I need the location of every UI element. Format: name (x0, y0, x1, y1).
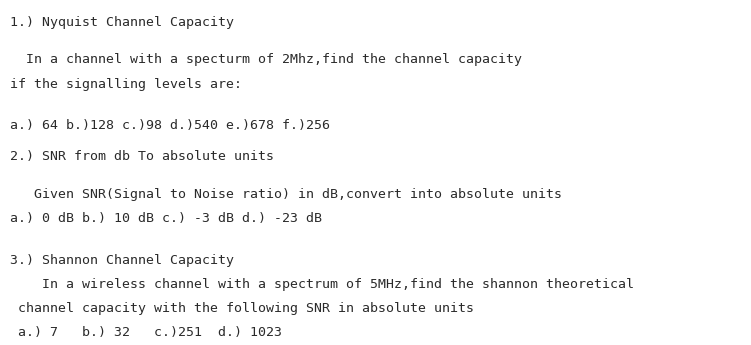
Text: if the signalling levels are:: if the signalling levels are: (10, 78, 242, 91)
Text: channel capacity with the following SNR in absolute units: channel capacity with the following SNR … (10, 302, 474, 315)
Text: In a wireless channel with a spectrum of 5MHz,find the shannon theoretical: In a wireless channel with a spectrum of… (10, 278, 634, 291)
Text: In a channel with a specturm of 2Mhz,find the channel capacity: In a channel with a specturm of 2Mhz,fin… (10, 53, 522, 67)
Text: a.) 7   b.) 32   c.)251  d.) 1023: a.) 7 b.) 32 c.)251 d.) 1023 (10, 326, 282, 339)
Text: a.) 0 dB b.) 10 dB c.) -3 dB d.) -23 dB: a.) 0 dB b.) 10 dB c.) -3 dB d.) -23 dB (10, 212, 321, 225)
Text: 1.) Nyquist Channel Capacity: 1.) Nyquist Channel Capacity (10, 16, 234, 29)
Text: 2.) SNR from db To absolute units: 2.) SNR from db To absolute units (10, 150, 274, 163)
Text: a.) 64 b.)128 c.)98 d.)540 e.)678 f.)256: a.) 64 b.)128 c.)98 d.)540 e.)678 f.)256 (10, 119, 330, 132)
Text: 3.) Shannon Channel Capacity: 3.) Shannon Channel Capacity (10, 254, 234, 267)
Text: Given SNR(Signal to Noise ratio) in dB,convert into absolute units: Given SNR(Signal to Noise ratio) in dB,c… (10, 188, 562, 201)
